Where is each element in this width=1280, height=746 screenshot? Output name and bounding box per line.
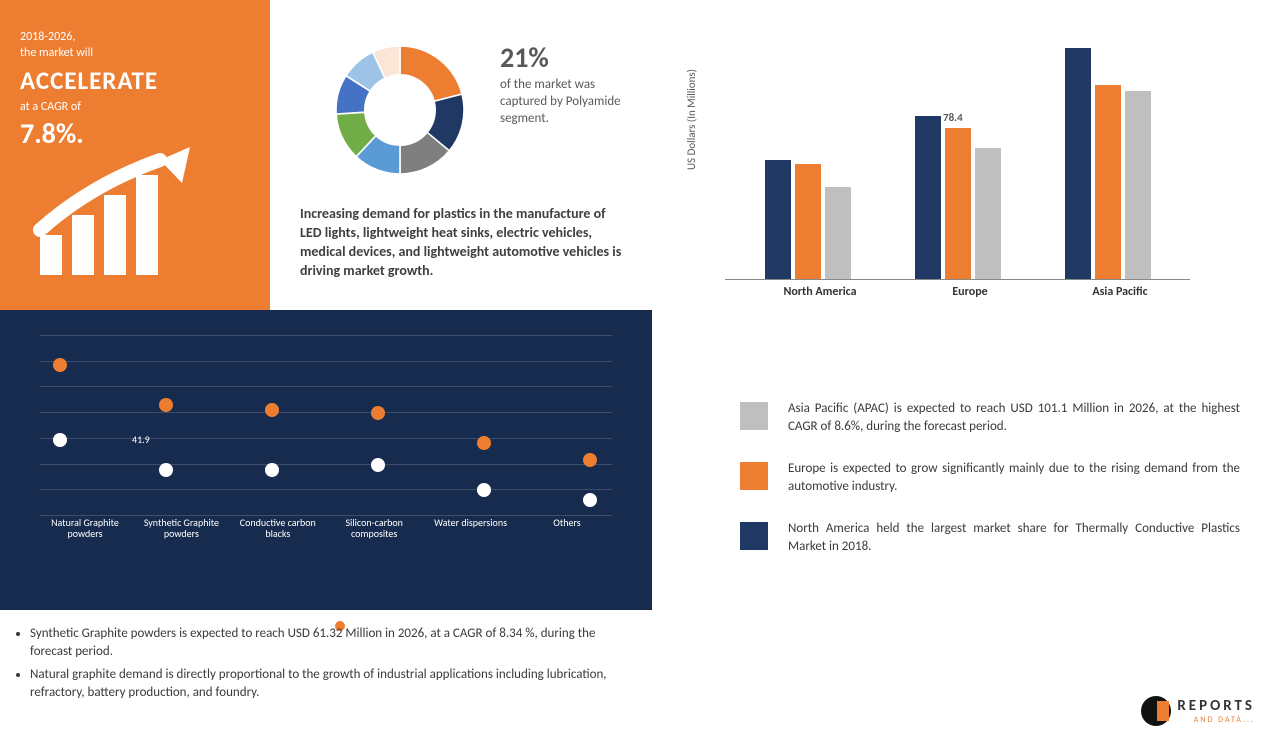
bar <box>1095 85 1121 279</box>
dot-2017 <box>265 463 279 477</box>
bar-chart-area: US Dollars (In Millions) North America78… <box>690 20 1250 330</box>
bullet-list: Synthetic Graphite powders is expected t… <box>12 625 637 707</box>
callout-text: North America held the largest market sh… <box>788 520 1240 555</box>
donut-percent: 21% <box>500 40 630 75</box>
bar <box>915 116 941 279</box>
logo-sub: AND DATA... <box>1177 715 1255 725</box>
dot-2026 <box>371 406 385 420</box>
bar-group-label: Asia Pacific <box>1045 285 1195 299</box>
callout-row: North America held the largest market sh… <box>740 520 1240 555</box>
logo-icon <box>1141 696 1171 726</box>
dot-2017 <box>159 463 173 477</box>
dot-chart-panel: 41.9 Natural Graphite powders Synthetic Gr… <box>0 310 652 610</box>
bullet-2: Natural graphite demand is directly prop… <box>30 666 637 701</box>
callout-row: Asia Pacific (APAC) is expected to reach… <box>740 400 1240 435</box>
callout-row: Europe is expected to grow significantly… <box>740 460 1240 495</box>
period-line: 2018-2026, <box>20 30 250 46</box>
bar <box>765 160 791 279</box>
callout-text: Europe is expected to grow significantly… <box>788 460 1240 495</box>
bar <box>1065 48 1091 279</box>
callout-swatch <box>740 402 768 430</box>
bar-group-label: North America <box>745 285 895 299</box>
bar <box>795 164 821 279</box>
dot-category-label: Synthetic Graphite powders <box>136 517 226 539</box>
dot-2026 <box>53 358 67 372</box>
dot-2017 <box>371 458 385 472</box>
reports-and-data-logo: REPORTS AND DATA... <box>1141 696 1255 726</box>
callout-text: Asia Pacific (APAC) is expected to reach… <box>788 400 1240 435</box>
dot-chart: 41.9 Natural Graphite powders Synthetic Gr… <box>40 335 612 545</box>
donut-title-block: 21% of the market was captured by Polyam… <box>500 40 630 128</box>
donut-caption-long: Increasing demand for plastics in the ma… <box>300 205 630 281</box>
intro-line: the market will <box>20 46 250 62</box>
dot-category-label: Conductive carbon blacks <box>233 517 323 539</box>
dot-value-label: 41.9 <box>132 433 150 446</box>
bar-chart-ylabel: US Dollars (In Millions) <box>685 69 698 170</box>
dot-category-label: Silicon-carbon composites <box>329 517 419 539</box>
cagr-line: at a CAGR of <box>20 100 250 116</box>
donut-chart <box>320 30 480 190</box>
callout-swatch <box>740 522 768 550</box>
callout-swatch <box>740 462 768 490</box>
dot-2026 <box>265 403 279 417</box>
dot-category-label: Water dispersions <box>426 517 516 539</box>
growth-arrow-icon <box>30 145 210 285</box>
dot-2017 <box>583 493 597 507</box>
accelerate-heading: ACCELERATE <box>20 65 250 96</box>
bar <box>945 128 971 279</box>
logo-main: REPORTS <box>1177 697 1255 715</box>
bar-value-label: 78.4 <box>943 111 963 124</box>
dot-2017 <box>477 483 491 497</box>
region-callouts: Asia Pacific (APAC) is expected to reach… <box>740 400 1240 580</box>
bar-chart: North America78.4EuropeAsia Pacific <box>725 30 1190 280</box>
donut-caption-short: of the market was captured by Polyamide … <box>500 77 630 128</box>
bar <box>1125 91 1151 279</box>
dot-category-label: Natural Graphite powders <box>40 517 130 539</box>
dot-2026 <box>477 436 491 450</box>
dot-2017 <box>53 433 67 447</box>
bar-group-label: Europe <box>895 285 1045 299</box>
dot-2026 <box>159 398 173 412</box>
donut-chart-area: 21% of the market was captured by Polyam… <box>290 20 640 310</box>
dot-category-label: Others <box>522 517 612 539</box>
bar <box>975 148 1001 279</box>
dot-2026 <box>583 453 597 467</box>
bar <box>825 187 851 279</box>
bullet-1: Synthetic Graphite powders is expected t… <box>30 625 637 660</box>
accelerate-panel: 2018-2026, the market will ACCELERATE at… <box>0 0 270 310</box>
